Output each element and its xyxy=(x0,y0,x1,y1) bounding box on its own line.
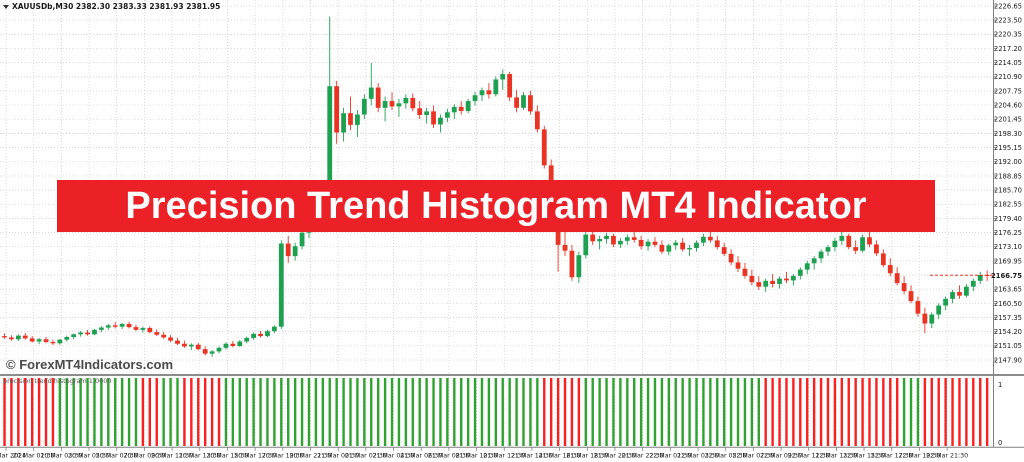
svg-text:21 Mar 10:30: 21 Mar 10:30 xyxy=(456,453,498,460)
banner-title: Precision Trend Histogram MT4 Indicator xyxy=(125,184,867,227)
svg-text:21 Mar 06:30: 21 Mar 06:30 xyxy=(400,453,442,460)
svg-text:21 Mar 08:30: 21 Mar 08:30 xyxy=(428,453,470,460)
svg-text:0: 0 xyxy=(998,439,1002,447)
svg-text:20 Mar 17:30: 20 Mar 17:30 xyxy=(234,453,276,460)
svg-text:20 Mar 15:30: 20 Mar 15:30 xyxy=(206,453,248,460)
svg-text:22 Mar 07:30: 22 Mar 07:30 xyxy=(732,453,774,460)
svg-text:22 Mar 21:30: 22 Mar 21:30 xyxy=(926,453,968,460)
svg-text:2182.55: 2182.55 xyxy=(994,201,1022,209)
svg-text:2207.75: 2207.75 xyxy=(994,87,1022,95)
svg-text:2226.65: 2226.65 xyxy=(994,2,1022,10)
promo-banner: Precision Trend Histogram MT4 Indicator xyxy=(57,180,935,232)
svg-text:20 Mar 01:30: 20 Mar 01:30 xyxy=(13,453,55,460)
current-price-tag: 2166.75 xyxy=(991,272,1022,280)
svg-text:2157.35: 2157.35 xyxy=(994,314,1022,322)
svg-text:21 Mar 14:30: 21 Mar 14:30 xyxy=(511,453,553,460)
svg-text:22 Mar 09:30: 22 Mar 09:30 xyxy=(760,453,802,460)
svg-text:20 Mar 03:30: 20 Mar 03:30 xyxy=(40,453,82,460)
svg-text:22 Mar 17:30: 22 Mar 17:30 xyxy=(871,453,913,460)
svg-text:21 Mar 22:30: 21 Mar 22:30 xyxy=(622,453,664,460)
candles-layer xyxy=(2,16,990,357)
svg-text:2214.05: 2214.05 xyxy=(994,59,1022,67)
svg-text:2201.45: 2201.45 xyxy=(994,116,1022,124)
svg-text:2179.40: 2179.40 xyxy=(994,215,1022,223)
histogram-layer xyxy=(3,378,989,446)
svg-text:22 Mar 11:30: 22 Mar 11:30 xyxy=(788,453,830,460)
svg-text:2173.10: 2173.10 xyxy=(994,243,1022,251)
svg-text:20 Mar 05:30: 20 Mar 05:30 xyxy=(68,453,110,460)
svg-text:2160.50: 2160.50 xyxy=(994,300,1022,308)
svg-text:2147.90: 2147.90 xyxy=(994,356,1022,364)
watermark: © ForexMT4Indicators.com xyxy=(6,357,174,372)
symbol-info-bar: XAUUSDb,M30 2382.30 2383.33 2381.93 2381… xyxy=(3,2,220,11)
window-separator xyxy=(0,374,1024,376)
svg-text:22 Mar 15:30: 22 Mar 15:30 xyxy=(843,453,885,460)
svg-text:21 Mar 02:30: 21 Mar 02:30 xyxy=(345,453,387,460)
svg-text:22 Mar 01:30: 22 Mar 01:30 xyxy=(649,453,691,460)
svg-text:2176.25: 2176.25 xyxy=(994,229,1022,237)
svg-text:20 Mar 07:30: 20 Mar 07:30 xyxy=(96,453,138,460)
svg-text:2154.20: 2154.20 xyxy=(994,328,1022,336)
svg-text:21 Mar 12:30: 21 Mar 12:30 xyxy=(483,453,525,460)
svg-text:2169.95: 2169.95 xyxy=(994,257,1022,265)
svg-text:2188.85: 2188.85 xyxy=(994,172,1022,180)
svg-text:2217.20: 2217.20 xyxy=(994,45,1022,53)
svg-text:22 Mar 03:30: 22 Mar 03:30 xyxy=(677,453,719,460)
svg-text:21 Mar 16:30: 21 Mar 16:30 xyxy=(539,453,581,460)
svg-text:22 Mar 05:30: 22 Mar 05:30 xyxy=(705,453,747,460)
svg-text:20 Mar 19:30: 20 Mar 19:30 xyxy=(262,453,304,460)
svg-text:22 Mar 19:30: 22 Mar 19:30 xyxy=(898,453,940,460)
svg-text:21 Mar 20:30: 21 Mar 20:30 xyxy=(594,453,636,460)
svg-text:22 Mar 13:30: 22 Mar 13:30 xyxy=(815,453,857,460)
svg-text:20 Mar 09:30: 20 Mar 09:30 xyxy=(123,453,165,460)
svg-text:2163.65: 2163.65 xyxy=(994,286,1022,294)
svg-text:2195.15: 2195.15 xyxy=(994,144,1022,152)
svg-text:2220.35: 2220.35 xyxy=(994,31,1022,39)
chart-menu-icon[interactable] xyxy=(3,4,9,9)
indicator-label: precision trend histogram 1.0000 xyxy=(3,377,112,385)
svg-text:20 Mar 11:30: 20 Mar 11:30 xyxy=(151,453,193,460)
svg-text:20 Mar 21:30: 20 Mar 21:30 xyxy=(289,453,331,460)
svg-text:2185.70: 2185.70 xyxy=(994,186,1022,194)
svg-text:2204.60: 2204.60 xyxy=(994,102,1022,110)
svg-text:21 Mar 00:30: 21 Mar 00:30 xyxy=(317,453,359,460)
svg-text:2210.90: 2210.90 xyxy=(994,73,1022,81)
svg-text:1: 1 xyxy=(998,381,1002,389)
symbol-ohlc-text: XAUUSDb,M30 2382.30 2383.33 2381.93 2381… xyxy=(12,2,221,11)
svg-text:2192.00: 2192.00 xyxy=(994,158,1022,166)
svg-text:2198.30: 2198.30 xyxy=(994,130,1022,138)
svg-text:20 Mar 13:30: 20 Mar 13:30 xyxy=(179,453,221,460)
svg-text:21 Mar 18:30: 21 Mar 18:30 xyxy=(566,453,608,460)
svg-text:2223.50: 2223.50 xyxy=(994,17,1022,25)
svg-text:21 Mar 04:30: 21 Mar 04:30 xyxy=(372,453,414,460)
svg-text:2151.05: 2151.05 xyxy=(994,342,1022,350)
svg-text:19 Mar 2024: 19 Mar 2024 xyxy=(0,453,26,460)
